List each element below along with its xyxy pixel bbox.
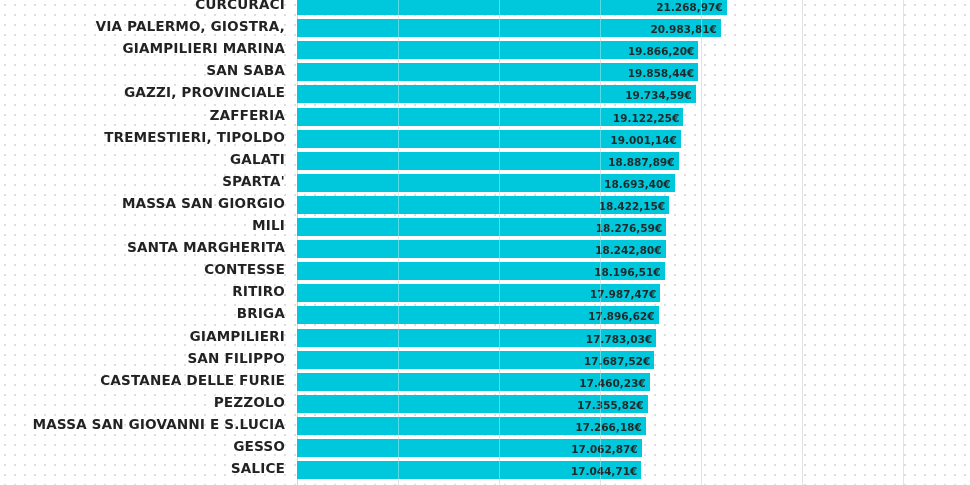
value-label: 17.783,03€ <box>585 333 653 346</box>
bar <box>297 63 699 82</box>
category-label: CURCURACI <box>195 0 285 13</box>
value-label: 19.001,14€ <box>610 134 677 147</box>
value-label: 17.044,71€ <box>570 466 638 479</box>
category-label: GAZZI, PROVINCIALE <box>124 85 285 102</box>
category-label: MILI <box>252 218 285 234</box>
bar <box>297 0 727 15</box>
bar <box>297 262 665 281</box>
bar <box>297 195 670 214</box>
category-label: GIAMPILIERI MARINA <box>122 41 285 58</box>
gridline <box>802 0 803 485</box>
category-label: RITIRO <box>232 284 285 301</box>
category-label: VIA PALERMO, GIOSTRA, <box>95 19 285 36</box>
bar <box>297 85 696 104</box>
gridline <box>701 0 702 485</box>
category-label: ZAFFERIA <box>209 107 285 124</box>
value-label: 18.422,15€ <box>598 200 666 213</box>
value-label: 18.242,80€ <box>595 245 662 258</box>
gridline <box>903 0 904 485</box>
value-label: 17.987,47€ <box>589 289 657 302</box>
category-label: MASSA SAN GIORGIO <box>122 195 285 212</box>
bar <box>297 372 650 391</box>
value-label: 19.734,59€ <box>625 90 692 103</box>
category-label: GIAMPILIERI <box>189 328 285 345</box>
category-label: SALICE <box>230 461 285 478</box>
value-label: 18.887,89€ <box>608 156 675 169</box>
value-label: 17.687,52€ <box>583 355 651 368</box>
value-label: 21.268,97€ <box>656 2 723 14</box>
value-label: 19.122,25€ <box>612 112 680 125</box>
category-label: MASSA SAN GIOVANNI E S.LUCIA <box>32 416 285 433</box>
bar <box>297 129 681 148</box>
gridline-overlay <box>499 0 500 485</box>
category-label: GESSO <box>233 439 285 455</box>
category-label: PEZZOLO <box>213 394 285 411</box>
bar <box>297 240 666 259</box>
value-label: 17.896,62€ <box>588 311 655 324</box>
category-label: CONTESSE <box>204 262 285 279</box>
value-label: 17.266,18€ <box>575 421 642 434</box>
bar <box>297 19 721 38</box>
category-label: SAN SABA <box>206 63 285 80</box>
value-label: 17.355,82€ <box>577 399 644 412</box>
value-label: 17.062,87€ <box>571 444 638 456</box>
bar <box>297 41 699 60</box>
category-label: GALATI <box>230 151 285 168</box>
value-label: 17.460,23€ <box>579 377 646 390</box>
bar <box>297 328 657 347</box>
gridline-overlay <box>600 0 601 485</box>
bar <box>297 394 648 413</box>
category-label: SAN FILIPPO <box>187 350 285 367</box>
bar <box>297 439 642 457</box>
gridline-overlay <box>701 0 702 485</box>
value-label: 18.693,40€ <box>604 178 671 191</box>
value-label: 20.983,81€ <box>650 24 717 37</box>
bar <box>297 284 661 303</box>
category-label: BRIGA <box>236 306 285 323</box>
value-label: 19.858,44€ <box>627 68 695 81</box>
bar <box>297 350 655 369</box>
bar <box>297 416 646 435</box>
bar <box>297 151 679 170</box>
gridline-overlay <box>903 0 904 485</box>
bar <box>297 218 667 236</box>
value-label: 18.276,59€ <box>595 223 663 235</box>
category-label: TREMESTIERI, TIPOLDO <box>104 129 285 146</box>
category-label: SPARTA' <box>222 173 285 190</box>
category-label: CASTANEA DELLE FURIE <box>100 372 285 389</box>
bar <box>297 461 642 480</box>
bar <box>297 107 684 126</box>
gridline-overlay <box>802 0 803 485</box>
value-label: 19.866,20€ <box>627 46 695 59</box>
value-label: 18.196,51€ <box>594 267 661 280</box>
category-label: SANTA MARGHERITA <box>127 240 285 257</box>
bar <box>297 306 659 325</box>
bar <box>297 173 675 192</box>
gridline-overlay <box>398 0 399 485</box>
